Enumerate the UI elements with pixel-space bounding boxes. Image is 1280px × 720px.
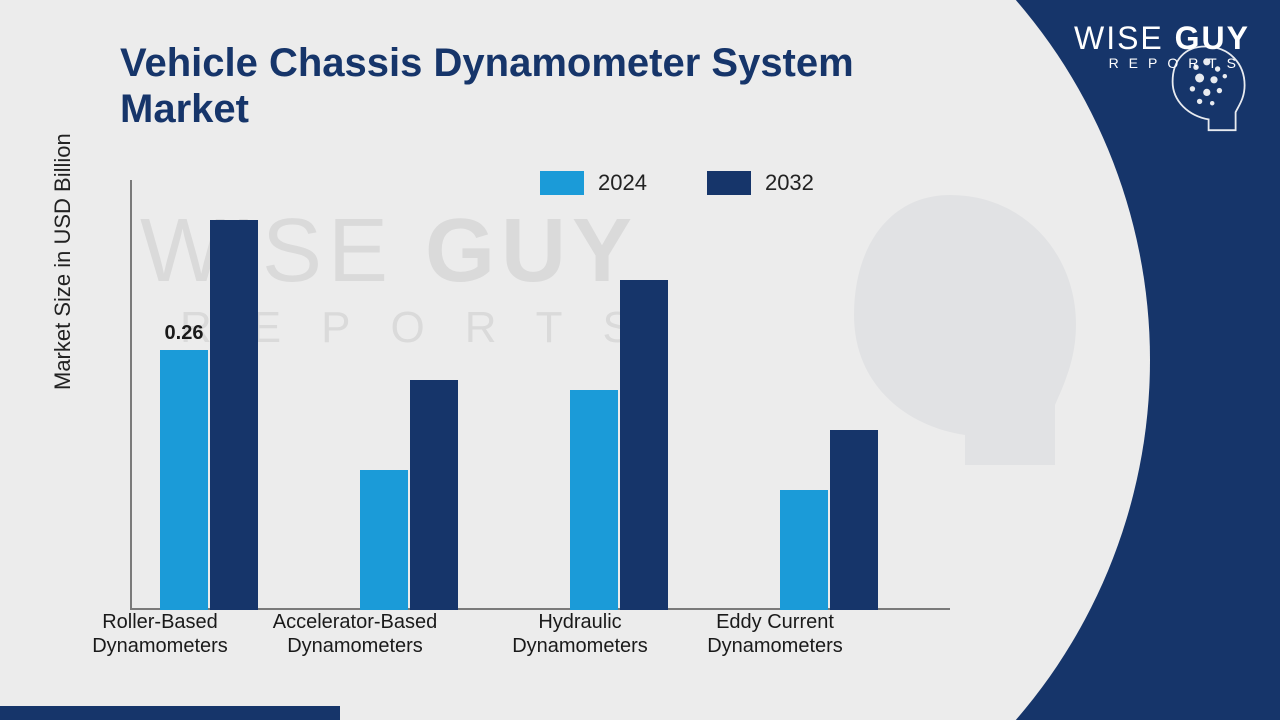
category-label: Roller-Based Dynamometers: [60, 610, 260, 658]
legend-swatch-icon: [707, 171, 751, 195]
bar: [360, 470, 408, 610]
y-axis-line: [130, 180, 132, 610]
brand-logo: WISE GUY REPORTS: [1074, 20, 1250, 71]
legend-item: 2024: [540, 170, 647, 196]
accent-bar: [0, 706, 340, 720]
chart-plot-area: 0.26: [110, 210, 940, 610]
legend-label: 2024: [598, 170, 647, 196]
legend-label: 2032: [765, 170, 814, 196]
bar: 0.26: [160, 350, 208, 610]
y-axis-label: Market Size in USD Billion: [50, 133, 76, 390]
chart-canvas: WISE GUY REPORTS Vehicle Chassis Dynamom…: [0, 0, 1280, 720]
bar: [830, 430, 878, 610]
category-label: Accelerator-Based Dynamometers: [250, 610, 460, 658]
chart-title: Vehicle Chassis Dynamometer System Marke…: [120, 40, 900, 132]
bar: [570, 390, 618, 610]
category-label: Eddy Current Dynamometers: [690, 610, 860, 658]
category-label: Hydraulic Dynamometers: [480, 610, 680, 658]
bar: [410, 380, 458, 610]
bar-value-label: 0.26: [160, 322, 208, 345]
bar: [780, 490, 828, 610]
bar: [620, 280, 668, 610]
chart-legend: 2024 2032: [540, 170, 814, 196]
brand-head-icon: [1160, 42, 1250, 132]
legend-swatch-icon: [540, 171, 584, 195]
bar: [210, 220, 258, 610]
legend-item: 2032: [707, 170, 814, 196]
